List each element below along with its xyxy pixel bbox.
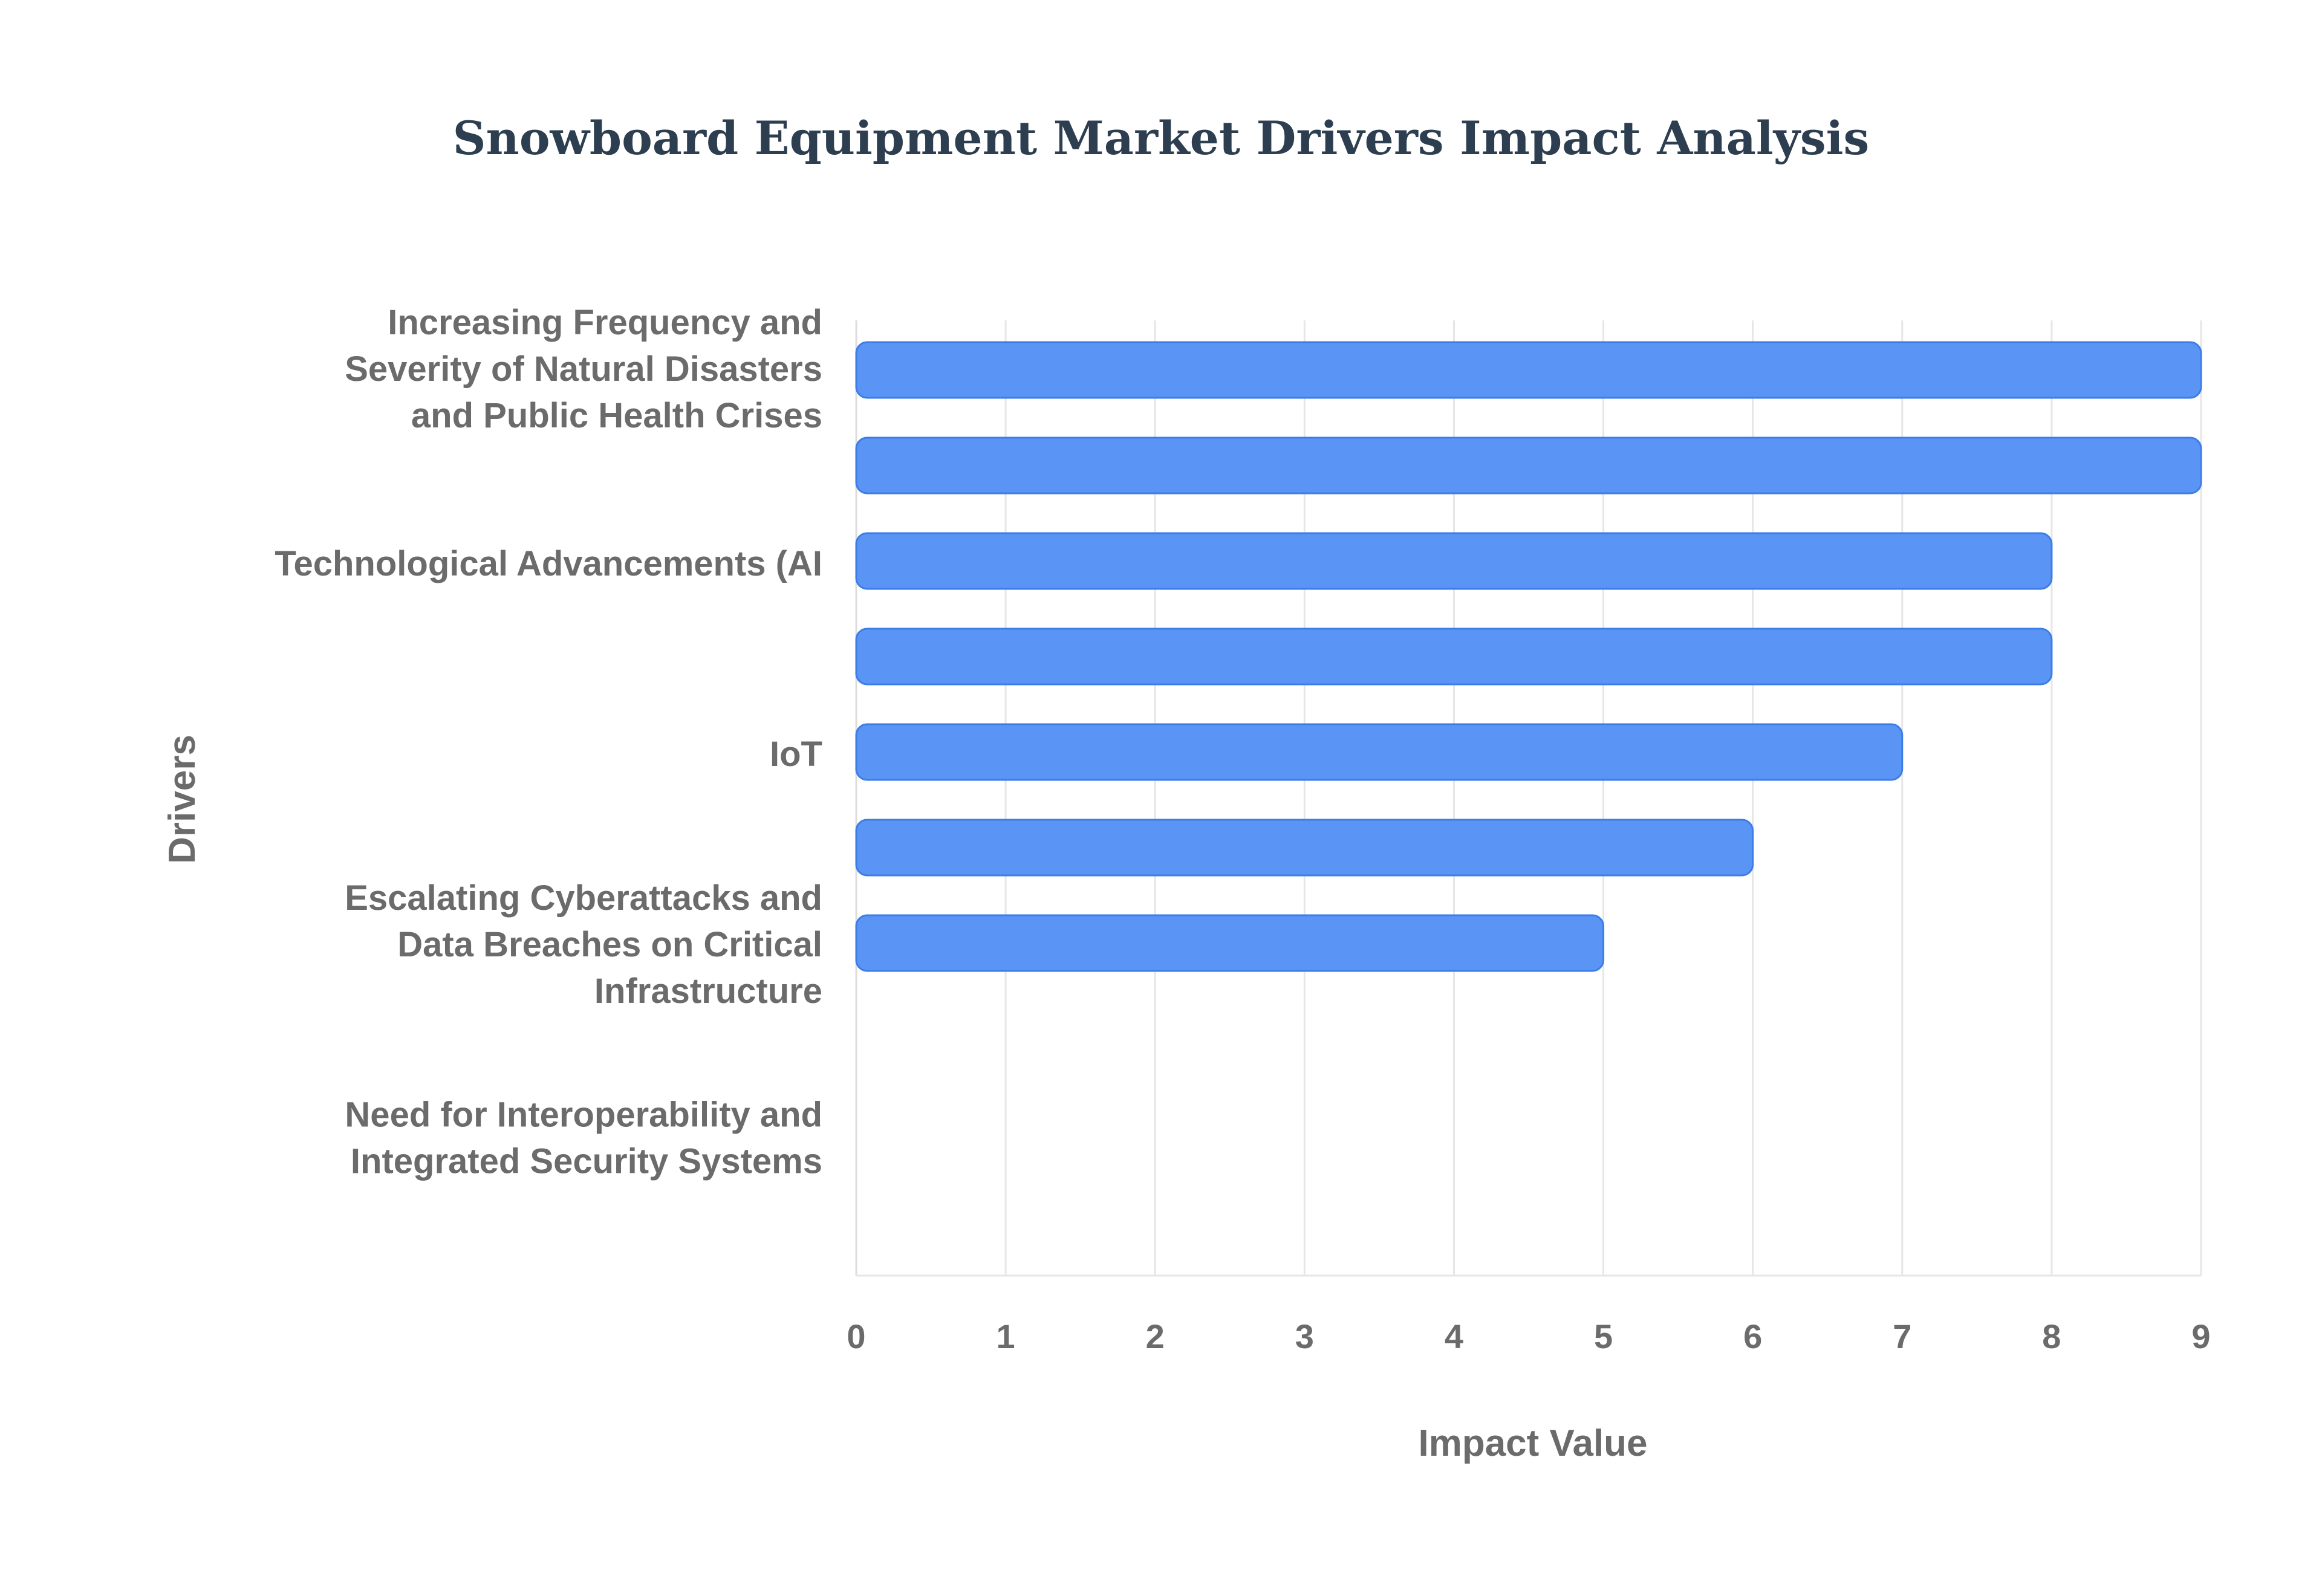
bar-2 bbox=[855, 436, 2202, 495]
x-tick-label: 0 bbox=[847, 1317, 865, 1355]
x-tick-label: 3 bbox=[1295, 1317, 1314, 1355]
x-tick-labels: 0 1 2 3 4 5 6 7 8 9 bbox=[847, 1317, 2210, 1355]
x-tick-label: 9 bbox=[2191, 1317, 2210, 1355]
x-tick-label: 4 bbox=[1445, 1317, 1463, 1355]
category-label-line: Increasing Frequency and bbox=[388, 303, 822, 342]
category-labels: Increasing Frequency and Severity of Natu… bbox=[275, 303, 822, 1181]
x-tick-label: 8 bbox=[2042, 1317, 2061, 1355]
bar-6 bbox=[855, 819, 1754, 877]
bar-1 bbox=[855, 341, 2202, 399]
category-label: Increasing Frequency and Severity of Natu… bbox=[345, 303, 822, 435]
category-label-line: Severity of Natural Disasters bbox=[345, 349, 822, 389]
x-axis-label: Impact Value bbox=[1418, 1422, 1647, 1464]
category-label-line: and Public Health Crises bbox=[411, 396, 822, 435]
category-label-line: Data Breaches on Critical bbox=[397, 925, 822, 964]
category-label-line: Integrated Security Systems bbox=[351, 1142, 822, 1181]
bar-3 bbox=[855, 532, 2053, 590]
y-axis-label: Drivers bbox=[161, 735, 203, 864]
bar-7 bbox=[855, 914, 1605, 972]
category-label: Need for Interoperability and Integrated … bbox=[345, 1095, 822, 1181]
x-tick-label: 7 bbox=[1893, 1317, 1911, 1355]
category-label-line: Infrastructure bbox=[594, 972, 822, 1011]
category-label-line: IoT bbox=[770, 735, 822, 774]
category-label-line: Escalating Cyberattacks and bbox=[345, 878, 822, 918]
bar-4 bbox=[855, 628, 2053, 686]
chart-title: Snowboard Equipment Market Drivers Impac… bbox=[453, 111, 1870, 165]
category-label: Escalating Cyberattacks and Data Breaches… bbox=[345, 878, 822, 1011]
x-tick-label: 1 bbox=[997, 1317, 1015, 1355]
category-label-line: Technological Advancements (AI bbox=[275, 544, 822, 583]
category-label: IoT bbox=[770, 735, 822, 774]
category-label-line: Need for Interoperability and bbox=[345, 1095, 822, 1135]
x-tick-label: 6 bbox=[1743, 1317, 1762, 1355]
category-label: Technological Advancements (AI bbox=[275, 544, 822, 583]
x-tick-label: 5 bbox=[1594, 1317, 1613, 1355]
bar-5 bbox=[855, 723, 1904, 781]
bars bbox=[855, 341, 2202, 972]
x-tick-label: 2 bbox=[1146, 1317, 1165, 1355]
